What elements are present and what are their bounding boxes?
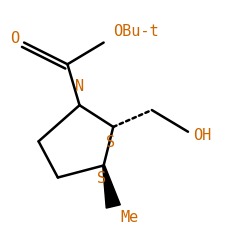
Polygon shape [103,165,120,208]
Text: N: N [75,79,84,94]
Text: O: O [10,31,19,47]
Text: S: S [106,135,115,150]
Text: OBu-t: OBu-t [113,24,159,39]
Text: S: S [97,172,106,187]
Text: Me: Me [120,210,139,225]
Text: OH: OH [193,128,211,143]
